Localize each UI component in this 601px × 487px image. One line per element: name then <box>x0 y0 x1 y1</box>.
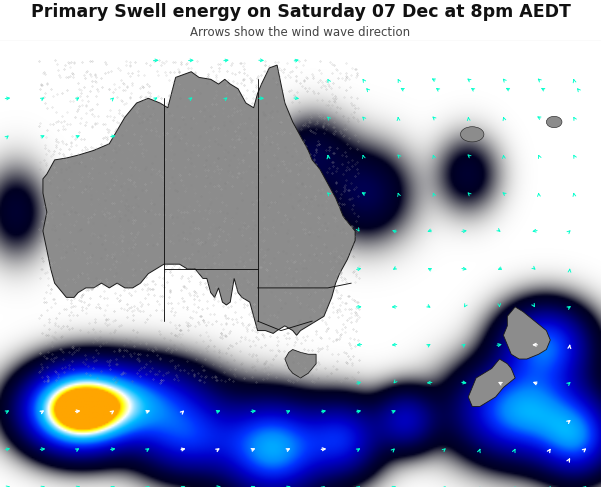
Ellipse shape <box>546 116 562 128</box>
Text: Primary Swell energy on Saturday 07 Dec at 8pm AEDT: Primary Swell energy on Saturday 07 Dec … <box>31 2 570 20</box>
Polygon shape <box>504 307 551 359</box>
Polygon shape <box>468 359 515 407</box>
Ellipse shape <box>460 127 484 142</box>
Polygon shape <box>285 350 316 378</box>
Polygon shape <box>43 65 355 336</box>
Text: Arrows show the wind wave direction: Arrows show the wind wave direction <box>191 26 410 39</box>
